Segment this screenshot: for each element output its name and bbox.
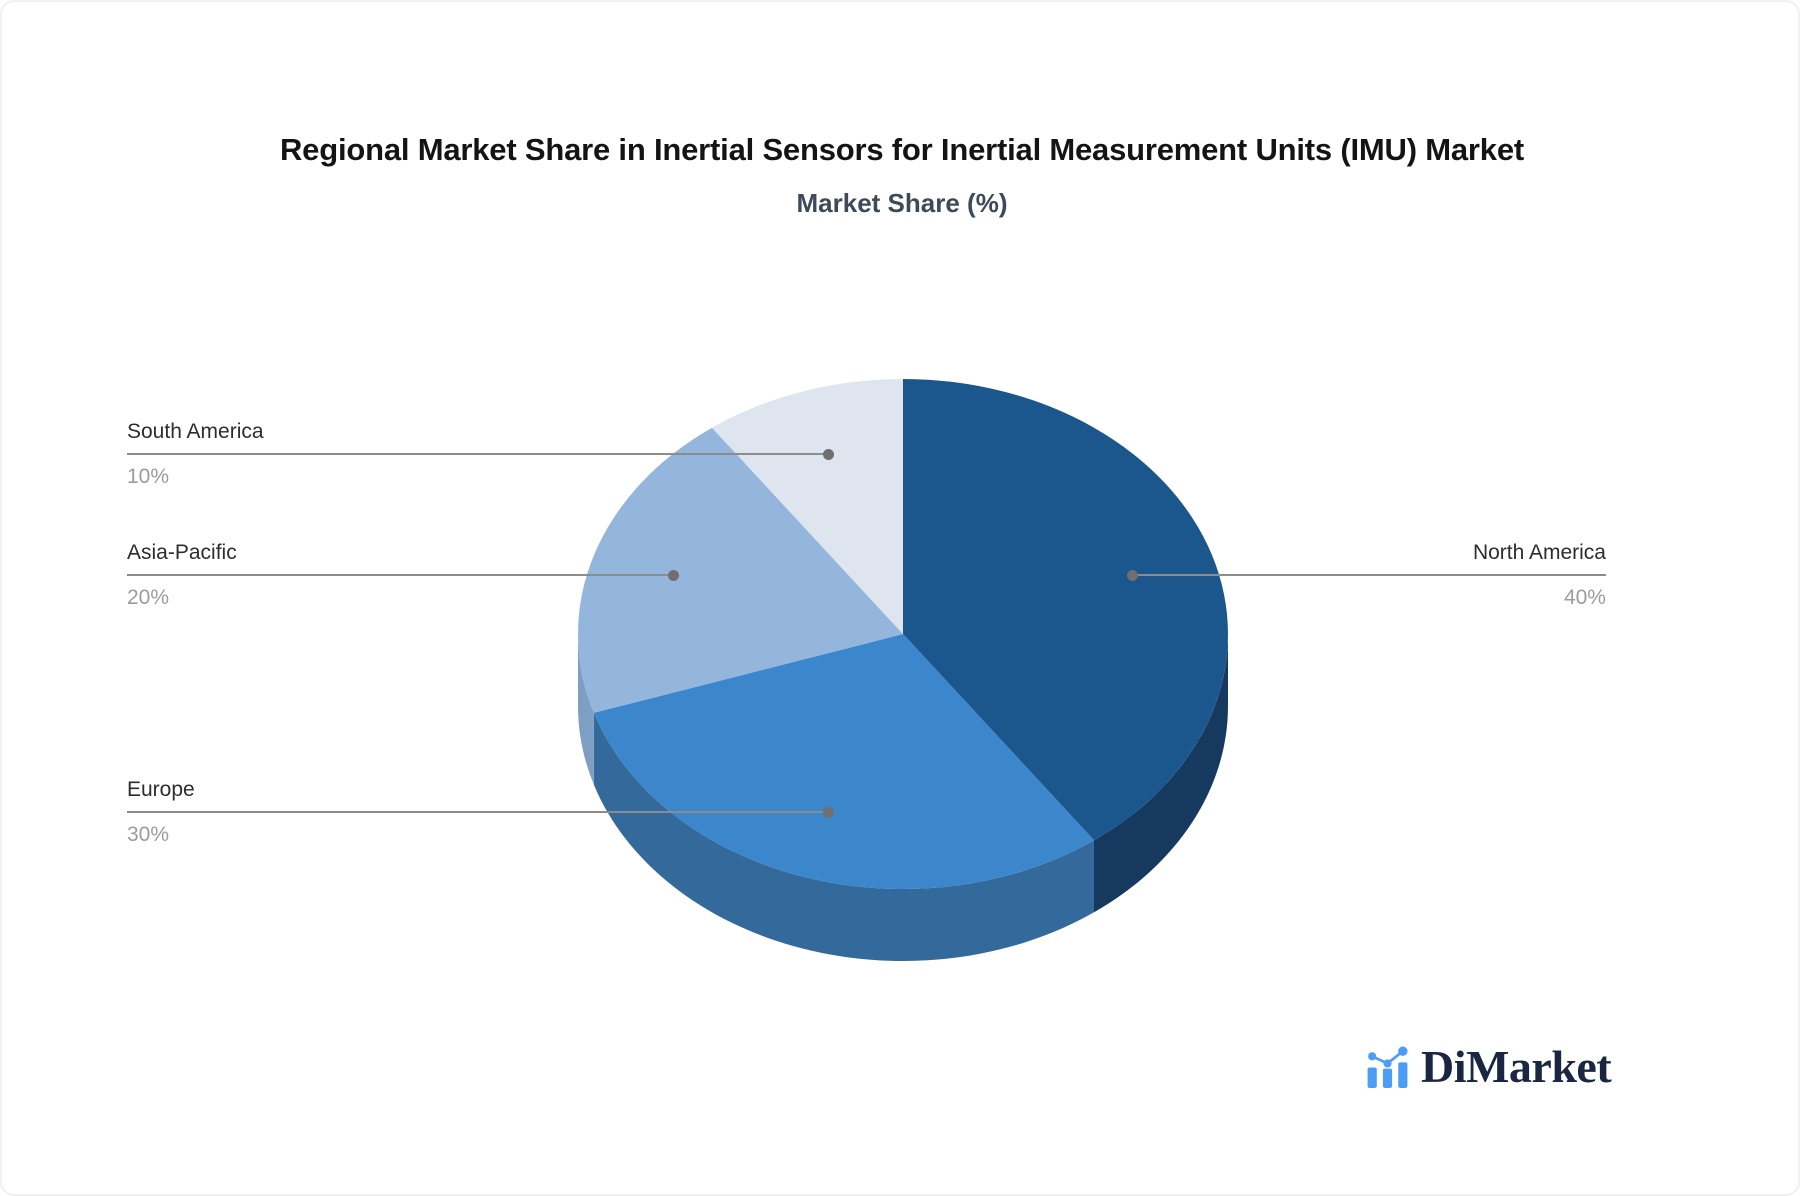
slice-value: 40%	[1563, 585, 1606, 609]
dimarket-wordmark: DiMarket	[1421, 1041, 1612, 1092]
pie-side-europe	[593, 712, 1094, 961]
leader-line	[127, 807, 834, 819]
leader-line	[127, 569, 680, 581]
slice-label: South America	[127, 419, 264, 443]
slice-label: North America	[1472, 540, 1606, 564]
slice-value: 20%	[127, 585, 170, 609]
callout-north-america: North America 40%	[1126, 538, 1606, 613]
callout-europe: Europe 30%	[127, 775, 834, 850]
callout-south-america: South America 10%	[127, 417, 834, 492]
chart-title: Regional Market Share in Inertial Sensor…	[280, 132, 1524, 167]
pie-slice-south-america	[712, 379, 903, 634]
pie-side-north-america	[1094, 634, 1228, 913]
chart-subtitle: Market Share (%)	[796, 188, 1008, 218]
leader-dot	[822, 448, 834, 460]
pie-slice-europe	[593, 634, 1094, 889]
leader-dot	[1126, 569, 1138, 581]
leader-line	[1126, 569, 1606, 581]
slice-label: Asia-Pacific	[127, 540, 237, 564]
bar-chart-trend-icon	[1367, 1046, 1408, 1088]
slice-value: 10%	[127, 464, 170, 488]
pie-side-asia-pacific	[578, 634, 594, 785]
leader-dot	[822, 807, 834, 819]
callout-asia-pacific: Asia-Pacific 20%	[127, 538, 680, 613]
pie-slice-asia-pacific	[578, 427, 903, 713]
pie-slice-north-america	[903, 379, 1228, 841]
leader-dot	[668, 569, 680, 581]
leader-line	[127, 448, 834, 460]
slice-label: Europe	[127, 778, 195, 802]
slice-value: 30%	[127, 823, 170, 847]
dimarket-logo: DiMarket	[1364, 1040, 1612, 1092]
